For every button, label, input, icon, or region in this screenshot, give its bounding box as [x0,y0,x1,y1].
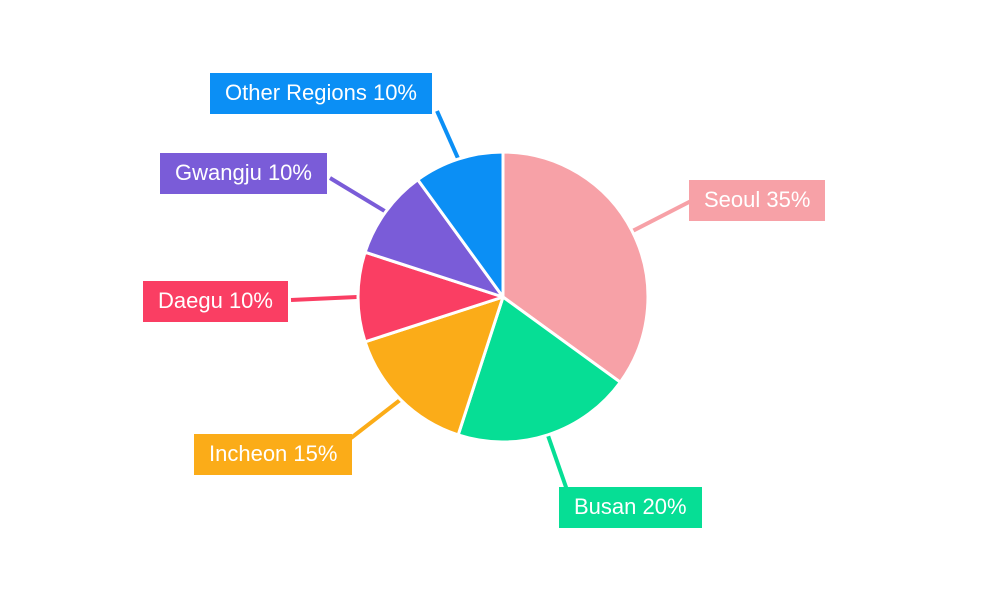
pie-slice-daegu[interactable] [356,250,505,344]
label-connector-daegu [290,295,358,302]
pie-label-seoul: Seoul 35% [689,180,826,221]
label-connector-busan [546,435,569,491]
pie-label-busan: Busan 20% [559,487,702,528]
label-connector-other-regions [435,110,460,159]
pie-label-other-regions: Other Regions 10% [210,73,432,114]
label-connector-incheon [349,398,402,440]
label-connector-seoul [632,199,692,233]
pie-label-gwangju: Gwangju 10% [160,153,327,194]
pie-slice-seoul[interactable] [501,150,650,384]
pie-slice-other-regions[interactable] [416,150,505,299]
label-connector-gwangju [328,176,386,213]
pie-label-daegu: Daegu 10% [143,281,288,322]
pie-slice-gwangju[interactable] [363,178,505,299]
pie-slice-busan[interactable] [456,295,622,444]
pie-label-incheon: Incheon 15% [194,434,353,475]
